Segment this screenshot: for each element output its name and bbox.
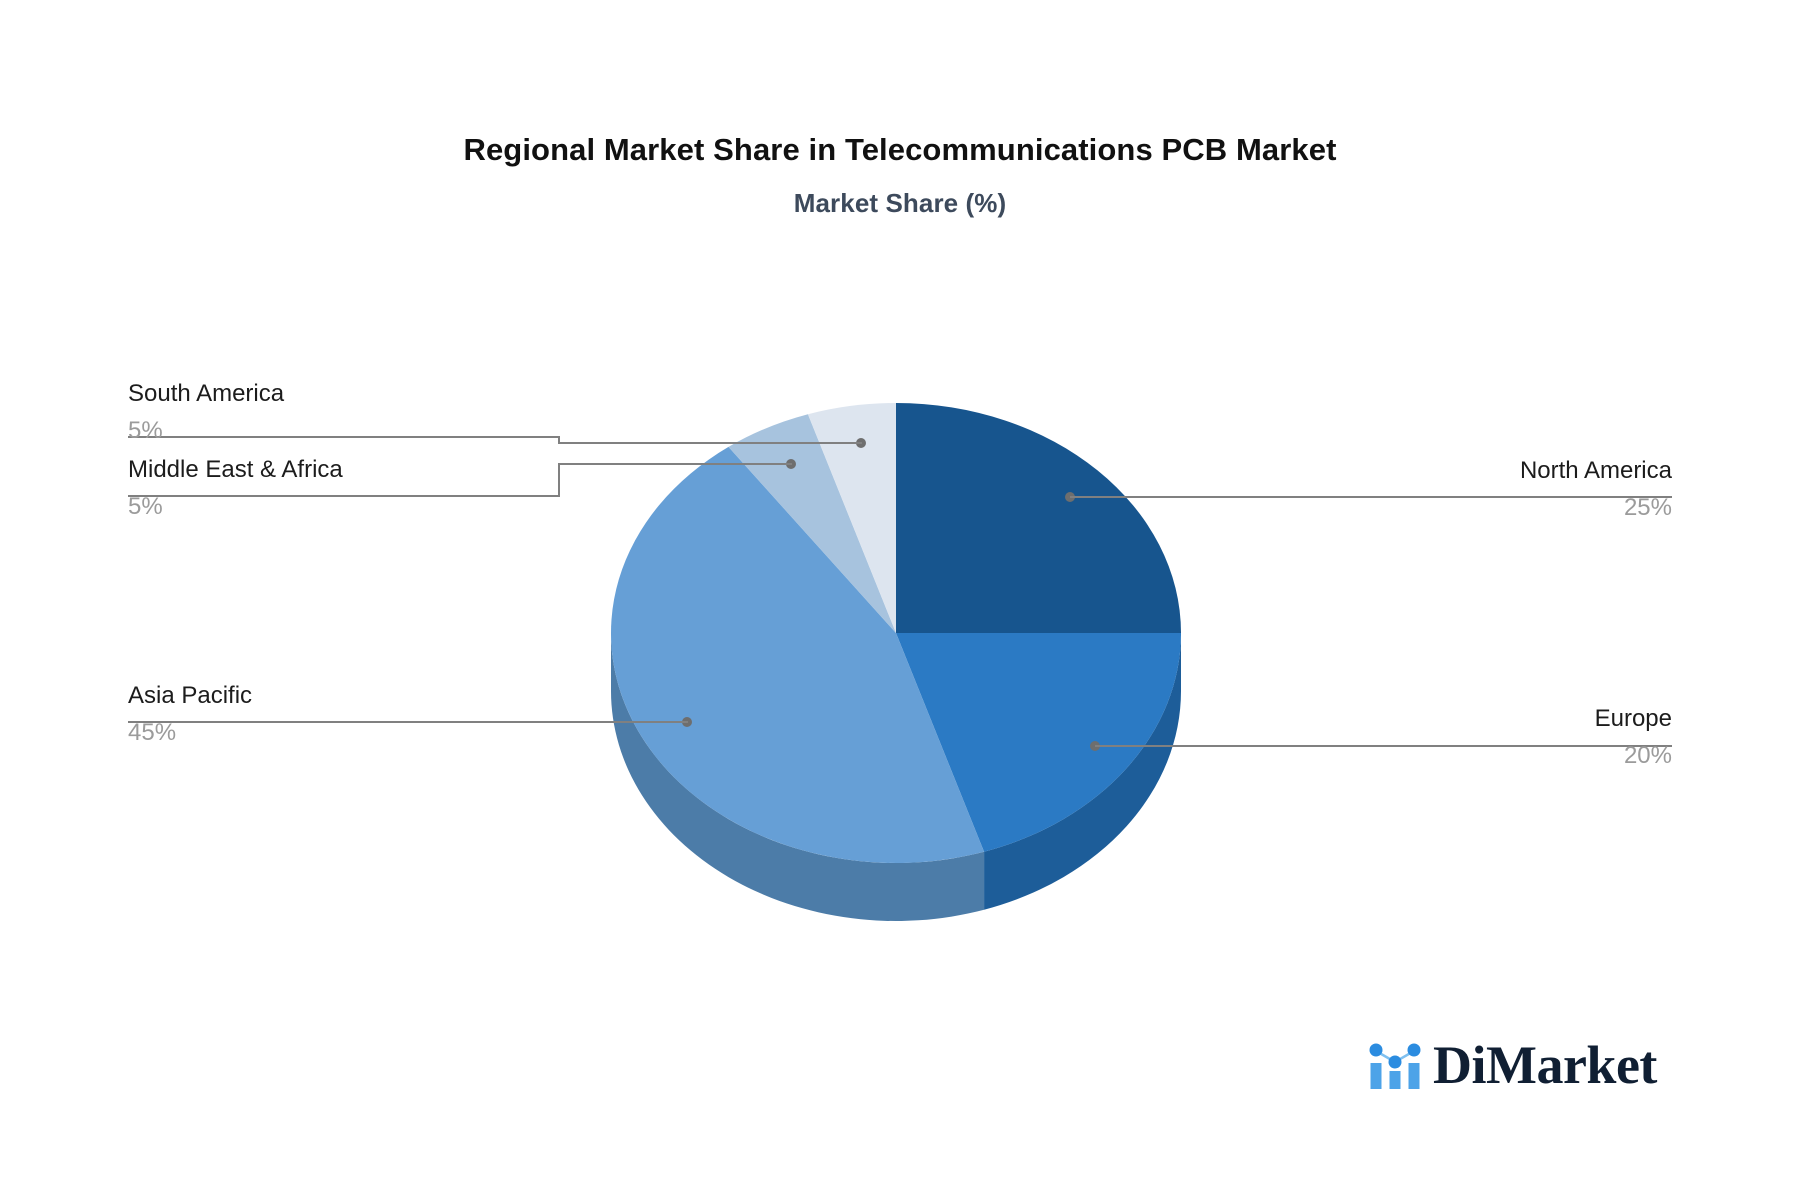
label-south-america-value: 5% <box>128 416 163 444</box>
pie-3d-depth <box>611 633 1181 921</box>
label-europe-name: Europe <box>1594 705 1672 732</box>
label-north-america-value: 25% <box>1623 493 1672 521</box>
label-north-america: North America 25% <box>1172 457 1672 521</box>
bar-chart-dots-icon <box>1369 1043 1421 1089</box>
label-middle-east-africa-name: Middle East & Africa <box>128 456 343 483</box>
leader-line-middle-east-africa-2 <box>558 463 560 497</box>
pie-chart <box>566 368 1226 968</box>
label-europe-value: 20% <box>1623 741 1672 769</box>
label-middle-east-africa-value: 5% <box>128 492 163 520</box>
slice-north-america <box>896 403 1181 633</box>
leader-line-south-america-3 <box>128 436 560 438</box>
slice-side-asia-pacific <box>611 633 985 921</box>
leader-line-asia-pacific <box>128 721 688 723</box>
label-middle-east-africa: Middle East & Africa 5% <box>128 456 343 520</box>
leader-line-middle-east-africa-1 <box>560 463 792 465</box>
label-north-america-name: North America <box>1519 457 1672 484</box>
label-south-america: South America 5% <box>128 380 285 444</box>
label-europe: Europe 20% <box>1172 705 1672 769</box>
leader-line-south-america-2 <box>558 437 560 444</box>
slice-asia-pacific <box>610 446 985 863</box>
slice-south-america <box>807 403 896 633</box>
brand-logo: DiMarket <box>1367 1038 1657 1092</box>
slice-side-europe <box>984 633 1181 910</box>
leader-line-middle-east-africa-3 <box>128 495 560 497</box>
brand-logo-text: DiMarket <box>1433 1035 1657 1095</box>
label-asia-pacific-name: Asia Pacific <box>128 682 253 709</box>
label-south-america-name: South America <box>128 380 285 407</box>
page-title: Regional Market Share in Telecommunicati… <box>463 132 1337 167</box>
pie-chart-svg <box>610 403 1181 921</box>
leader-line-europe <box>1095 745 1672 747</box>
leader-line-south-america-1 <box>560 442 862 444</box>
leader-line-north-america <box>1070 496 1672 498</box>
label-asia-pacific: Asia Pacific 45% <box>128 682 253 746</box>
pie-top-face <box>610 403 1181 863</box>
slice-middle-east-africa <box>728 414 896 633</box>
chart-subtitle: Market Share (%) <box>793 188 1007 218</box>
label-asia-pacific-value: 45% <box>128 718 177 746</box>
slice-europe <box>896 633 1181 852</box>
